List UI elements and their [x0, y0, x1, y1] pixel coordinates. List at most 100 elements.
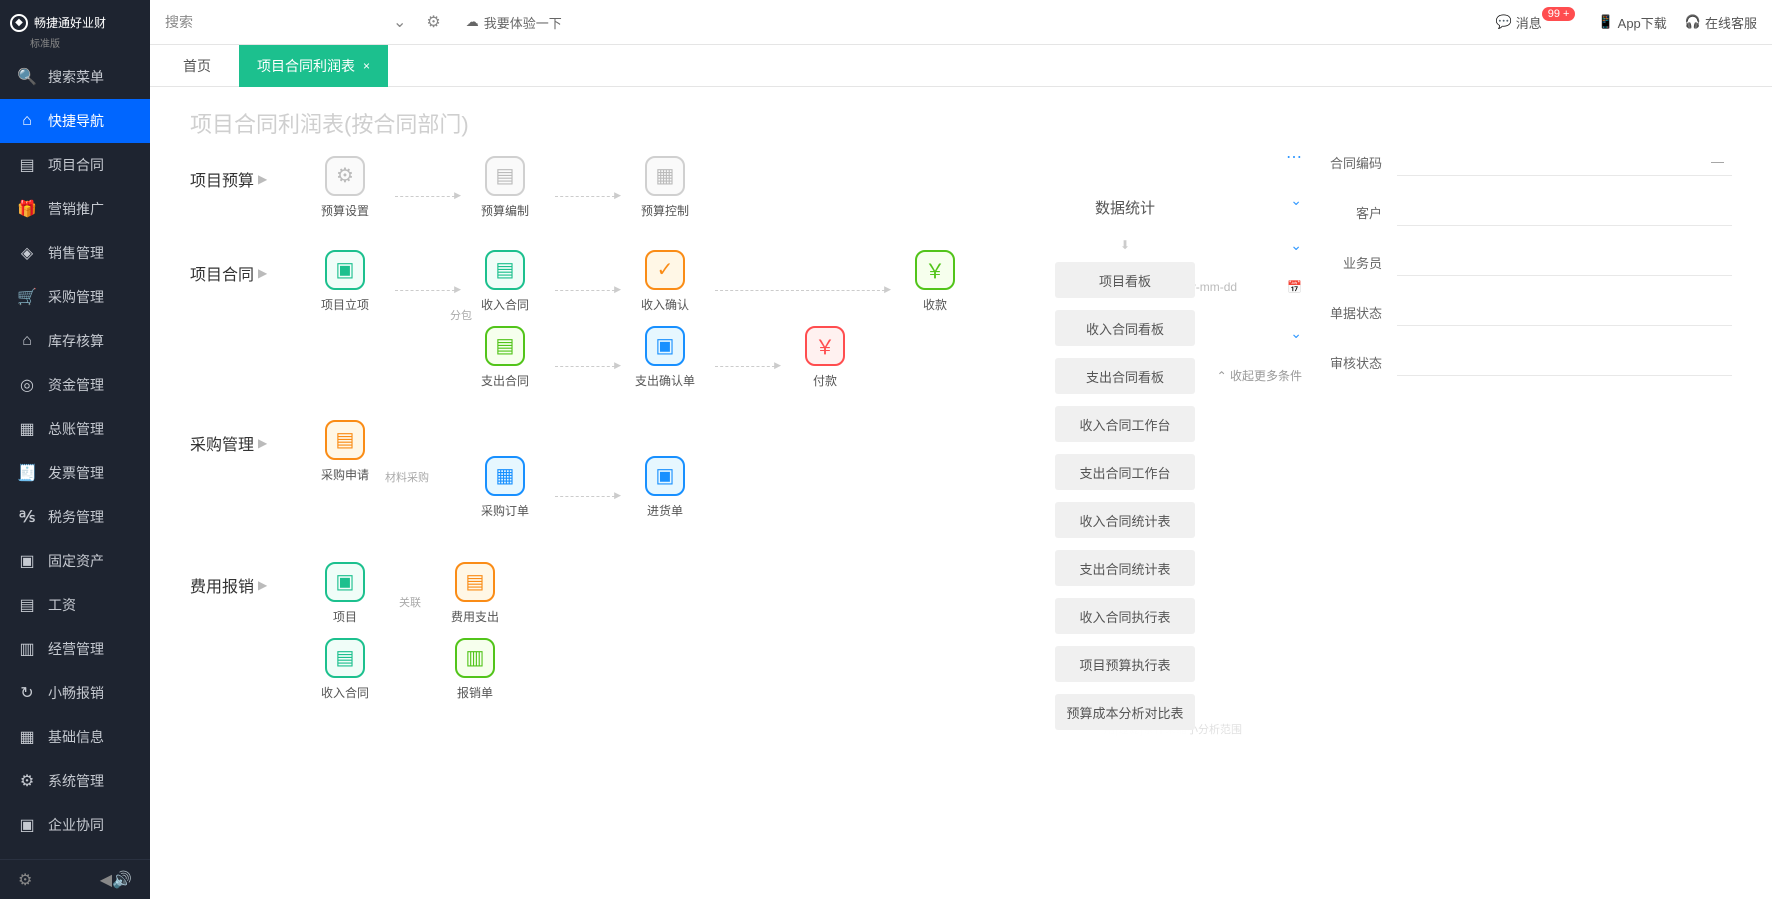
sidebar-item-inventory[interactable]: ⌂库存核算 [0, 319, 150, 363]
sidebar-item-quicknav[interactable]: ⌂快捷导航 [0, 99, 150, 143]
stats-income-stat[interactable]: 收入合同统计表 [1055, 502, 1195, 538]
node-purchase-order[interactable]: ▦采购订单 [460, 456, 550, 519]
chevron-down-icon[interactable]: ⌄ [1290, 237, 1302, 254]
input-contract-no[interactable]: — [1397, 148, 1732, 176]
message-icon: 💬 [1496, 14, 1512, 30]
sidebar-item-contract[interactable]: ▤项目合同 [0, 143, 150, 187]
more-icon[interactable]: ⋯ [1286, 147, 1302, 167]
top-experience[interactable]: ☁ 我要体验一下 [466, 13, 562, 32]
sidebar-item-marketing[interactable]: 🎁营销推广 [0, 187, 150, 231]
sidebar-item-salary[interactable]: ▤工资 [0, 583, 150, 627]
sidebar-item-tax[interactable]: ℁税务管理 [0, 495, 150, 539]
sidebar-search[interactable]: 🔍 搜索菜单 [0, 55, 150, 99]
tab-profit-report[interactable]: 项目合同利润表 × [239, 45, 388, 87]
calendar-icon: 📅 [1287, 280, 1302, 294]
brand-edition: 标准版 [0, 35, 150, 50]
input-audit-status[interactable] [1397, 348, 1732, 376]
top-dropdown[interactable]: ⌄ [393, 12, 406, 32]
sidebar-item-reimburse[interactable]: ↻小畅报销 [0, 671, 150, 715]
section-title-purchase[interactable]: 采购管理 ▶ [190, 413, 300, 455]
node-project[interactable]: ▣项目 [300, 562, 390, 625]
top-search[interactable]: 搜索 [165, 12, 193, 32]
sidebar-item-assets[interactable]: ▣固定资产 [0, 539, 150, 583]
node-budget-ctrl[interactable]: ▦预算控制 [620, 156, 710, 219]
cart-icon: 🛒 [18, 288, 36, 306]
chevron-down-icon[interactable]: ⌄ [1290, 325, 1302, 342]
sidebar-item-invoice[interactable]: 🧾发票管理 [0, 451, 150, 495]
doc-icon: ▤ [485, 156, 525, 196]
top-settings-icon[interactable]: ⚙ [426, 12, 440, 32]
node-income-contract2[interactable]: ▤收入合同 [300, 638, 390, 701]
section-title-contract[interactable]: 项目合同 ▶ [190, 243, 300, 285]
settings-icon[interactable]: ⚙ [18, 870, 32, 890]
reimburse-icon: ▥ [455, 638, 495, 678]
stats-expend-workbench[interactable]: 支出合同工作台 [1055, 454, 1195, 490]
node-income-contract[interactable]: ▤收入合同 [460, 250, 550, 313]
sidebar-item-system[interactable]: ⚙系统管理 [0, 759, 150, 803]
label-contract-no: 合同编码 [1302, 153, 1382, 172]
sidebar-item-sales[interactable]: ◈销售管理 [0, 231, 150, 275]
sidebar-item-funds[interactable]: ◎资金管理 [0, 363, 150, 407]
label-audit-status: 审核状态 [1302, 353, 1382, 372]
brand-name: 畅捷通好业财 [34, 14, 106, 31]
doc-icon: ▤ [325, 638, 365, 678]
sales-icon: ◈ [18, 244, 36, 262]
search-icon: 🔍 [18, 68, 36, 86]
close-icon[interactable]: × [363, 59, 370, 73]
node-expend-confirm[interactable]: ▣支出确认单 [620, 326, 710, 389]
download-button[interactable]: 📱 App下载 [1597, 13, 1666, 32]
node-collect[interactable]: ￥收款 [890, 250, 980, 313]
sidebar-item-ledger[interactable]: ▦总账管理 [0, 407, 150, 451]
tax-icon: ℁ [18, 508, 36, 526]
input-bill-status[interactable] [1397, 298, 1732, 326]
sidebar-footer: ⚙ ◀🔊 [0, 859, 150, 899]
stats-project-board[interactable]: 项目看板 [1055, 262, 1195, 298]
stats-budget-compare[interactable]: 预算成本分析对比表 [1055, 694, 1195, 730]
sidebar-item-collab[interactable]: ▣企业协同 [0, 803, 150, 847]
input-salesman[interactable] [1397, 248, 1732, 276]
section-expense: 费用报销 ▶ ▣项目 关联 ▤费用支出 ▤收入合同 ▥报销单 [190, 555, 1170, 707]
stats-expend-board[interactable]: 支出合同看板 [1055, 358, 1195, 394]
node-expend-contract[interactable]: ▤支出合同 [460, 326, 550, 389]
stats-income-board[interactable]: 收入合同看板 [1055, 310, 1195, 346]
collapse-conditions[interactable]: ⌃ 收起更多条件 [1217, 367, 1302, 384]
node-goods-in[interactable]: ▣进货单 [620, 456, 710, 519]
pay-icon: ￥ [805, 326, 845, 366]
quick-nav-panel: 项目合同利润表(按合同部门) 项目预算 ▶ ⚙预算设置 ▤预算编制 ▦预算控制 … [170, 97, 1190, 765]
sidebar-item-purchase[interactable]: 🛒采购管理 [0, 275, 150, 319]
node-purchase-req[interactable]: ▤采购申请 [300, 420, 390, 483]
stats-income-workbench[interactable]: 收入合同工作台 [1055, 406, 1195, 442]
section-title-budget[interactable]: 项目预算 ▶ [190, 149, 300, 191]
stats-expend-stat[interactable]: 支出合同统计表 [1055, 550, 1195, 586]
stats-income-exec[interactable]: 收入合同执行表 [1055, 598, 1195, 634]
section-budget: 项目预算 ▶ ⚙预算设置 ▤预算编制 ▦预算控制 [190, 149, 1170, 225]
service-button[interactable]: 🎧 在线客服 [1685, 13, 1757, 32]
flag-icon: ▣ [325, 250, 365, 290]
ledger-icon: ▦ [18, 420, 36, 438]
node-budget-make[interactable]: ▤预算编制 [460, 156, 550, 219]
cloud-icon: ☁ [466, 14, 479, 30]
collapse-icon[interactable]: ◀🔊 [100, 870, 132, 890]
node-reimburse[interactable]: ▥报销单 [430, 638, 520, 701]
tab-home[interactable]: 首页 [165, 45, 229, 87]
stats-budget-exec[interactable]: 项目预算执行表 [1055, 646, 1195, 682]
node-expense-out[interactable]: ▤费用支出 [430, 562, 520, 625]
messages-button[interactable]: 💬 消息 99 + [1496, 13, 1580, 32]
node-budget-set[interactable]: ⚙预算设置 [300, 156, 390, 219]
arrow [555, 196, 615, 197]
node-income-confirm[interactable]: ✓收入确认 [620, 250, 710, 313]
topbar: 搜索 ⌄ ⚙ ☁ 我要体验一下 💬 消息 99 + 📱 App下载 🎧 在线客服 [150, 0, 1772, 45]
node-project-init[interactable]: ▣项目立项 [300, 250, 390, 313]
refresh-icon: ↻ [18, 684, 36, 702]
sidebar-item-guide[interactable]: ▤新手引导 [0, 847, 150, 859]
sidebar-item-basic[interactable]: ▦基础信息 [0, 715, 150, 759]
stats-column: 数据统计 ⬇ 项目看板 收入合同看板 支出合同看板 收入合同工作台 支出合同工作… [1040, 197, 1210, 742]
project-icon: ▣ [325, 562, 365, 602]
arrow [395, 196, 455, 197]
sidebar-item-operation[interactable]: ▥经营管理 [0, 627, 150, 671]
node-pay[interactable]: ￥付款 [780, 326, 870, 389]
page-title: 项目合同利润表(按合同部门) [190, 107, 1170, 139]
input-customer[interactable] [1397, 198, 1732, 226]
section-title-expense[interactable]: 费用报销 ▶ [190, 555, 300, 597]
chevron-down-icon[interactable]: ⌄ [1290, 192, 1302, 209]
